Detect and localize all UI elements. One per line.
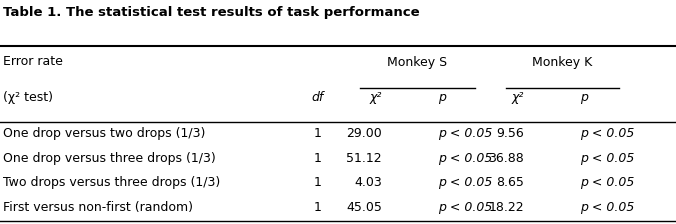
Text: df: df xyxy=(312,91,324,104)
Text: (χ² test): (χ² test) xyxy=(3,91,53,104)
Text: p < 0.05: p < 0.05 xyxy=(438,152,492,165)
Text: Error rate: Error rate xyxy=(3,55,64,68)
Text: 18.22: 18.22 xyxy=(488,201,524,214)
Text: Table 1. The statistical test results of task performance: Table 1. The statistical test results of… xyxy=(3,6,420,19)
Text: 29.00: 29.00 xyxy=(346,127,382,140)
Text: p < 0.05: p < 0.05 xyxy=(580,176,634,189)
Text: 1: 1 xyxy=(314,176,322,189)
Text: p: p xyxy=(438,91,446,104)
Text: 1: 1 xyxy=(314,201,322,214)
Text: Monkey K: Monkey K xyxy=(531,56,592,69)
Text: One drop versus three drops (1/3): One drop versus three drops (1/3) xyxy=(3,152,216,165)
Text: 4.03: 4.03 xyxy=(354,176,382,189)
Text: 9.56: 9.56 xyxy=(496,127,524,140)
Text: p < 0.05: p < 0.05 xyxy=(438,176,492,189)
Text: p < 0.05: p < 0.05 xyxy=(580,201,634,214)
Text: p < 0.05: p < 0.05 xyxy=(580,152,634,165)
Text: 36.88: 36.88 xyxy=(488,152,524,165)
Text: χ²: χ² xyxy=(512,91,524,104)
Text: 45.05: 45.05 xyxy=(346,201,382,214)
Text: p: p xyxy=(580,91,588,104)
Text: p < 0.05: p < 0.05 xyxy=(580,127,634,140)
Text: 51.12: 51.12 xyxy=(346,152,382,165)
Text: Monkey S: Monkey S xyxy=(387,56,447,69)
Text: Two drops versus three drops (1/3): Two drops versus three drops (1/3) xyxy=(3,176,220,189)
Text: p < 0.05: p < 0.05 xyxy=(438,201,492,214)
Text: One drop versus two drops (1/3): One drop versus two drops (1/3) xyxy=(3,127,206,140)
Text: p < 0.05: p < 0.05 xyxy=(438,127,492,140)
Text: 8.65: 8.65 xyxy=(496,176,524,189)
Text: χ²: χ² xyxy=(370,91,382,104)
Text: 1: 1 xyxy=(314,127,322,140)
Text: 1: 1 xyxy=(314,152,322,165)
Text: First versus non-first (random): First versus non-first (random) xyxy=(3,201,193,214)
